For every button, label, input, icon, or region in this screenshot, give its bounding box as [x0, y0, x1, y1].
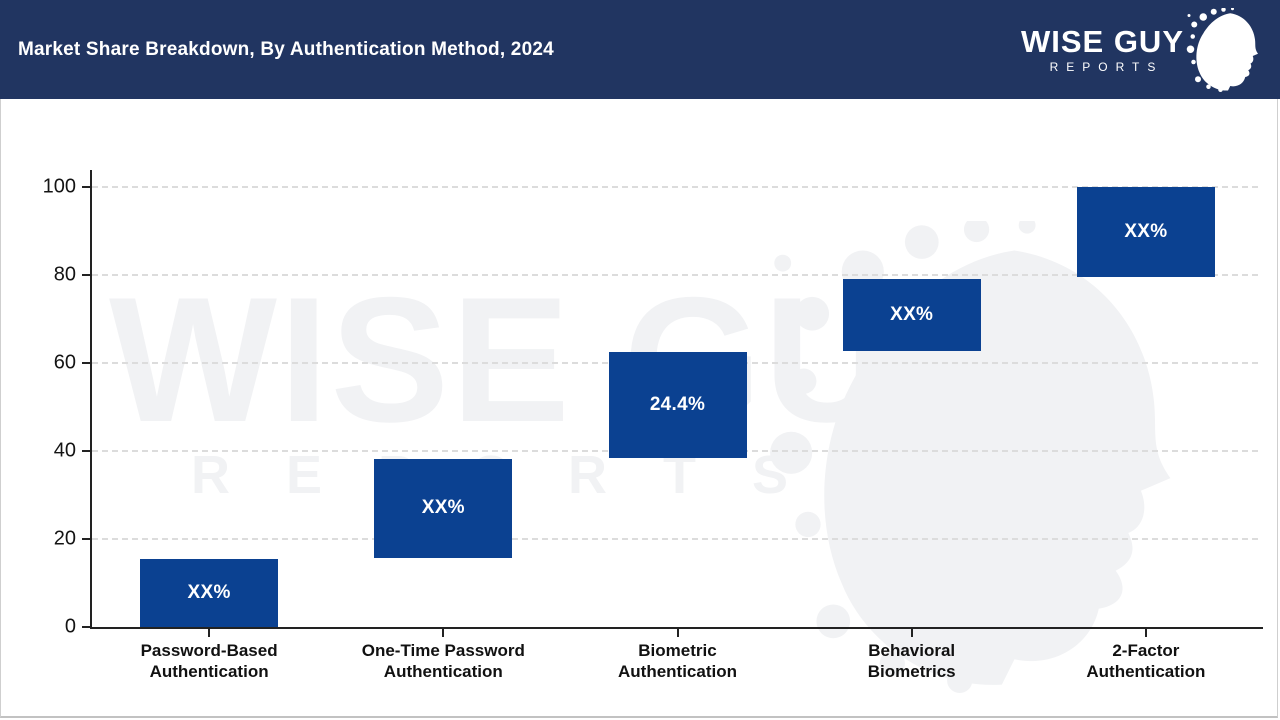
category-label-line: Biometrics	[867, 661, 956, 681]
bar-value-label-2: XX%	[421, 497, 465, 519]
y-tick-label-40: 40	[53, 439, 76, 462]
brand-subname: REPORTS	[1049, 60, 1164, 75]
bar-value-label-5: XX%	[1124, 221, 1168, 243]
brand-logo: WISE GUY REPORTS	[1021, 6, 1264, 94]
brand-logo-text: WISE GUY REPORTS	[1020, 23, 1184, 75]
y-tick-label-0: 0	[64, 615, 76, 638]
category-label-line: 2-Factor	[1112, 641, 1180, 660]
y-tick-mark-0	[82, 626, 90, 628]
category-label-line: Authentication	[618, 661, 737, 681]
x-tick-mark-4	[910, 629, 913, 637]
chart-canvas: WISE GUY REPORTS 0 20 40 60 80 100 XX% Password…	[0, 99, 1278, 718]
y-tick-mark-80	[82, 274, 90, 276]
category-label-line: Password-Based	[140, 641, 278, 660]
plot-area: 0 20 40 60 80 100 XX% Password-Based Authenticat…	[43, 170, 1263, 681]
category-label-3: Biometric Authentication	[553, 641, 803, 682]
y-tick-mark-20	[82, 538, 90, 540]
bar-5: XX%	[1076, 187, 1215, 278]
category-label-line: Biometric	[638, 641, 717, 660]
x-tick-mark-1	[208, 629, 211, 637]
y-tick-mark-40	[82, 450, 90, 452]
category-label-line: One-Time Password	[361, 641, 525, 660]
dotted-head-icon	[1186, 8, 1264, 92]
y-tick-label-80: 80	[53, 263, 76, 286]
page-title: Market Share Breakdown, By Authenticatio…	[18, 38, 554, 60]
brand-name: WISE GUY	[1020, 23, 1184, 59]
bar-3: 24.4%	[608, 352, 747, 459]
category-label-line: Behavioral	[868, 641, 956, 660]
gridline-20	[92, 538, 1258, 540]
x-tick-mark-3	[676, 629, 679, 637]
category-label-1: Password-Based Authentication	[84, 641, 334, 682]
bar-4: XX%	[842, 278, 981, 352]
bar-value-label-3: 24.4%	[649, 394, 706, 416]
bar-value-label-1: XX%	[187, 581, 231, 603]
category-label-line: Authentication	[383, 661, 503, 681]
y-tick-label-100: 100	[42, 175, 76, 198]
category-label-line: Authentication	[149, 661, 269, 681]
bar-2: XX%	[374, 458, 513, 558]
y-tick-mark-60	[82, 362, 90, 364]
y-tick-mark-100	[82, 186, 90, 188]
bar-value-label-4: XX%	[890, 304, 934, 326]
category-label-5: 2-Factor Authentication	[1021, 641, 1271, 682]
gridline-100	[92, 186, 1258, 188]
category-label-2: One-Time Password Authentication	[318, 641, 568, 682]
bar-1: XX%	[140, 558, 279, 627]
x-tick-mark-2	[442, 629, 445, 637]
category-label-line: Authentication	[1086, 661, 1206, 681]
header-band: Market Share Breakdown, By Authenticatio…	[0, 0, 1280, 99]
x-tick-mark-5	[1144, 629, 1147, 637]
category-label-4: Behavioral Biometrics	[787, 641, 1037, 682]
y-tick-label-60: 60	[53, 351, 76, 374]
gridline-80	[92, 274, 1258, 276]
y-tick-label-20: 20	[53, 527, 76, 550]
